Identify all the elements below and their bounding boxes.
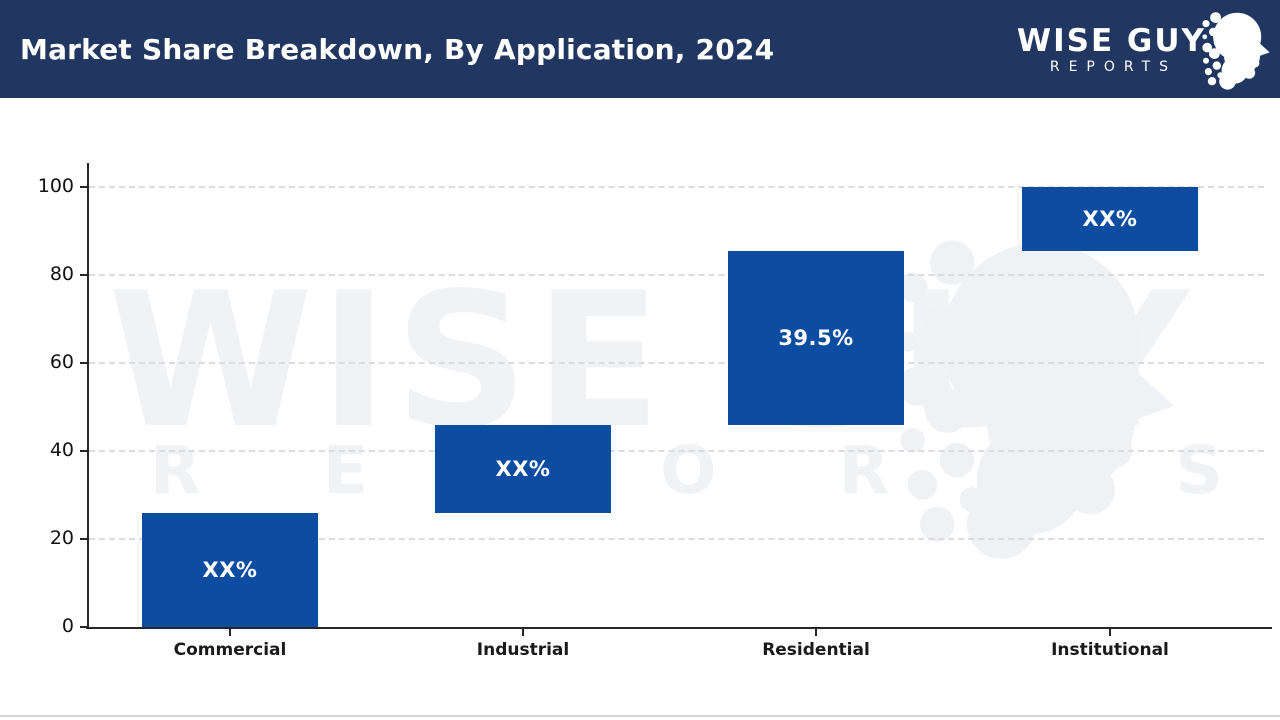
y-tick-mark <box>80 626 87 628</box>
gridline-80 <box>89 274 1264 276</box>
bar-value-label: 39.5% <box>778 325 854 350</box>
logo-subtext: REPORTS <box>1049 59 1178 76</box>
logo-wordmark: WISE GUY <box>1016 22 1206 59</box>
bar-value-label: XX% <box>1082 206 1138 231</box>
bar-residential: 39.5% <box>728 250 904 425</box>
category-label-commercial: Commercial <box>173 640 287 660</box>
header-bar: Market Share Breakdown, By Application, … <box>0 0 1280 98</box>
category-label-institutional: Institutional <box>1051 640 1169 660</box>
x-axis-line <box>86 627 1272 629</box>
x-tick-mark <box>1109 629 1111 636</box>
y-tick-label: 100 <box>37 175 74 197</box>
y-tick-label: 40 <box>49 439 74 461</box>
y-tick-mark <box>80 274 87 276</box>
gridline-100 <box>89 186 1264 188</box>
chart-title: Market Share Breakdown, By Application, … <box>20 32 775 66</box>
y-tick-mark <box>80 450 87 452</box>
gridline-60 <box>89 362 1264 364</box>
x-tick-mark <box>815 629 817 636</box>
y-tick-label: 0 <box>61 615 74 637</box>
bar-value-label: XX% <box>202 557 258 582</box>
bar-value-label: XX% <box>495 456 551 481</box>
gridline-40 <box>89 450 1264 452</box>
y-tick-label: 60 <box>49 351 74 373</box>
bottom-border <box>0 715 1280 717</box>
bar-commercial: XX% <box>142 512 318 627</box>
y-tick-label: 80 <box>49 263 74 285</box>
brand-logo: WISE GUY REPORTS <box>1017 4 1272 96</box>
logo-face-icon <box>1202 12 1270 90</box>
y-axis-line <box>87 163 89 629</box>
y-tick-mark <box>80 362 87 364</box>
watermark-face-icon <box>897 240 1175 559</box>
category-label-industrial: Industrial <box>476 640 570 660</box>
y-tick-mark <box>80 538 87 540</box>
y-tick-mark <box>80 186 87 188</box>
y-tick-label: 20 <box>49 527 74 549</box>
bar-institutional: XX% <box>1022 187 1198 251</box>
category-label-residential: Residential <box>762 640 870 660</box>
gridline-20 <box>89 538 1264 540</box>
brand-logo-text: WISE GUY REPORTS <box>1017 25 1206 76</box>
x-tick-mark <box>522 629 524 636</box>
x-tick-mark <box>229 629 231 636</box>
bar-industrial: XX% <box>435 424 611 513</box>
